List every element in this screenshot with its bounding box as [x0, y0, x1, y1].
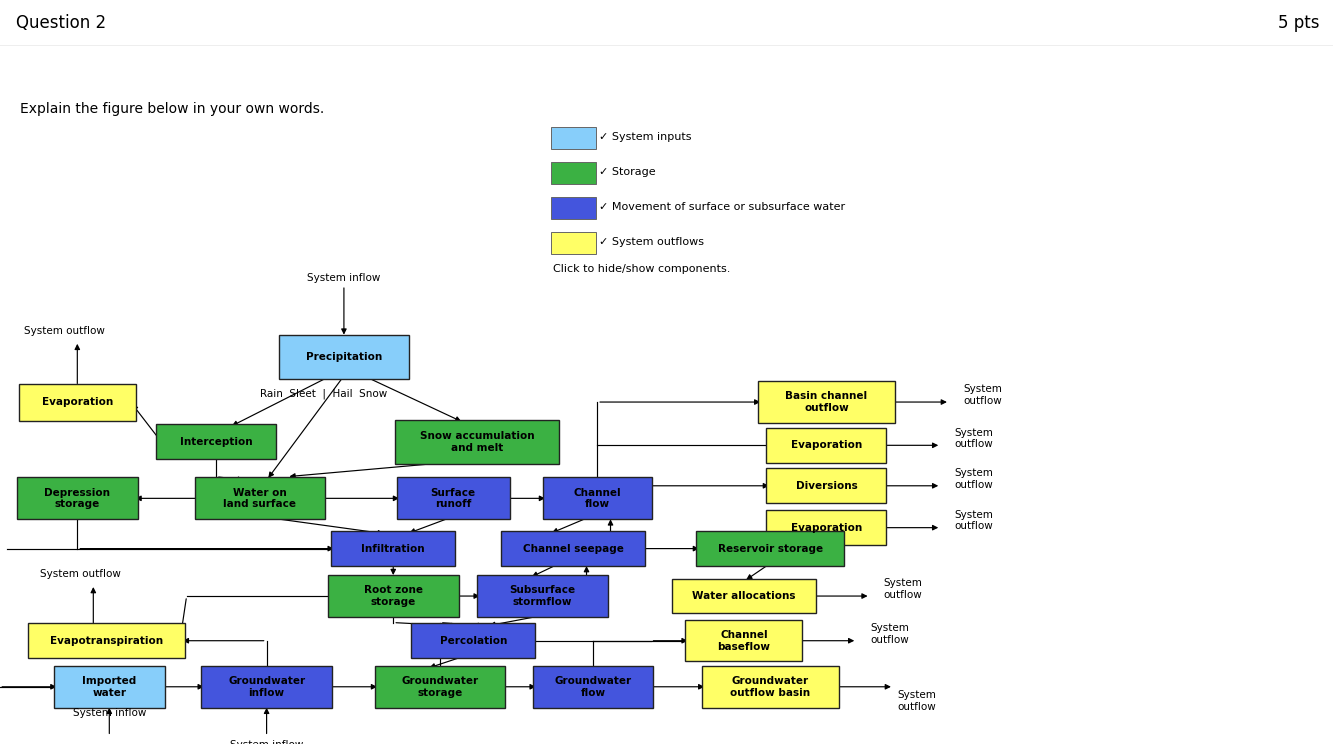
Text: Groundwater
flow: Groundwater flow	[555, 676, 632, 698]
FancyBboxPatch shape	[328, 575, 459, 617]
Text: System
outflow: System outflow	[964, 384, 1002, 406]
FancyBboxPatch shape	[757, 381, 896, 423]
FancyBboxPatch shape	[395, 420, 560, 464]
FancyBboxPatch shape	[766, 468, 886, 503]
Text: ✓ Storage: ✓ Storage	[599, 167, 655, 177]
FancyBboxPatch shape	[551, 162, 596, 185]
FancyBboxPatch shape	[685, 620, 802, 661]
FancyBboxPatch shape	[543, 478, 652, 519]
FancyBboxPatch shape	[477, 575, 608, 617]
Text: Click to hide/show components.: Click to hide/show components.	[553, 264, 730, 275]
Text: Basin channel
outflow: Basin channel outflow	[785, 391, 868, 413]
Text: Subsurface
stormflow: Subsurface stormflow	[509, 586, 576, 607]
Text: System inflow: System inflow	[307, 273, 381, 283]
Text: Evaporation: Evaporation	[790, 522, 862, 533]
FancyBboxPatch shape	[55, 666, 165, 708]
Text: Snow accumulation
and melt: Snow accumulation and melt	[420, 431, 535, 452]
Text: System inflow: System inflow	[229, 740, 304, 744]
Text: System
outflow: System outflow	[954, 510, 993, 531]
Text: System
outflow: System outflow	[898, 690, 937, 711]
Text: Root zone
storage: Root zone storage	[364, 586, 423, 607]
Text: System outflow: System outflow	[24, 326, 104, 336]
Text: Water allocations: Water allocations	[692, 591, 796, 601]
Text: Diversions: Diversions	[796, 481, 857, 491]
Text: Question 2: Question 2	[16, 14, 107, 32]
Text: Evaporation: Evaporation	[41, 397, 113, 407]
Text: System
outflow: System outflow	[954, 468, 993, 490]
Text: Rain  Sleet  |  Hail  Snow: Rain Sleet | Hail Snow	[260, 388, 388, 399]
Text: ✓ Movement of surface or subsurface water: ✓ Movement of surface or subsurface wate…	[599, 202, 845, 211]
Text: Evaporation: Evaporation	[790, 440, 862, 450]
Text: Imported
water: Imported water	[83, 676, 136, 698]
Text: Infiltration: Infiltration	[361, 544, 425, 554]
Text: System
outflow: System outflow	[870, 623, 909, 644]
FancyBboxPatch shape	[533, 666, 653, 708]
Text: Groundwater
storage: Groundwater storage	[401, 676, 479, 698]
FancyBboxPatch shape	[19, 384, 136, 420]
Text: System outflow: System outflow	[40, 568, 120, 579]
FancyBboxPatch shape	[28, 623, 185, 658]
FancyBboxPatch shape	[16, 478, 139, 519]
Text: Precipitation: Precipitation	[305, 352, 383, 362]
FancyBboxPatch shape	[501, 531, 645, 566]
Text: Channel seepage: Channel seepage	[523, 544, 624, 554]
FancyBboxPatch shape	[411, 623, 535, 658]
FancyBboxPatch shape	[331, 531, 456, 566]
Text: Interception: Interception	[180, 437, 252, 447]
Text: Surface
runoff: Surface runoff	[431, 487, 476, 509]
FancyBboxPatch shape	[672, 579, 816, 614]
Text: Evapotranspiration: Evapotranspiration	[51, 635, 163, 646]
Text: Depression
storage: Depression storage	[44, 487, 111, 509]
Text: System
outflow: System outflow	[884, 578, 922, 600]
Text: System inflow: System inflow	[72, 708, 147, 718]
Text: Groundwater
outflow basin: Groundwater outflow basin	[730, 676, 810, 698]
Text: Channel
baseflow: Channel baseflow	[717, 630, 770, 652]
FancyBboxPatch shape	[279, 335, 409, 379]
Text: 5 pts: 5 pts	[1278, 14, 1320, 32]
FancyBboxPatch shape	[156, 424, 276, 459]
FancyBboxPatch shape	[696, 531, 845, 566]
FancyBboxPatch shape	[551, 232, 596, 254]
Text: ✓ System inputs: ✓ System inputs	[599, 132, 690, 142]
FancyBboxPatch shape	[375, 666, 505, 708]
FancyBboxPatch shape	[195, 478, 325, 519]
Text: ✓ System outflows: ✓ System outflows	[599, 237, 704, 246]
Text: System
outflow: System outflow	[954, 428, 993, 449]
Text: Groundwater
inflow: Groundwater inflow	[228, 676, 305, 698]
Text: Water on
land surface: Water on land surface	[224, 487, 296, 509]
Text: Reservoir storage: Reservoir storage	[718, 544, 822, 554]
Text: Explain the figure below in your own words.: Explain the figure below in your own wor…	[20, 102, 324, 116]
FancyBboxPatch shape	[766, 510, 886, 545]
FancyBboxPatch shape	[551, 197, 596, 219]
Text: Percolation: Percolation	[440, 635, 507, 646]
FancyBboxPatch shape	[201, 666, 332, 708]
FancyBboxPatch shape	[766, 428, 886, 463]
FancyBboxPatch shape	[701, 666, 840, 708]
Text: Channel
flow: Channel flow	[573, 487, 621, 509]
FancyBboxPatch shape	[551, 127, 596, 150]
FancyBboxPatch shape	[397, 478, 511, 519]
